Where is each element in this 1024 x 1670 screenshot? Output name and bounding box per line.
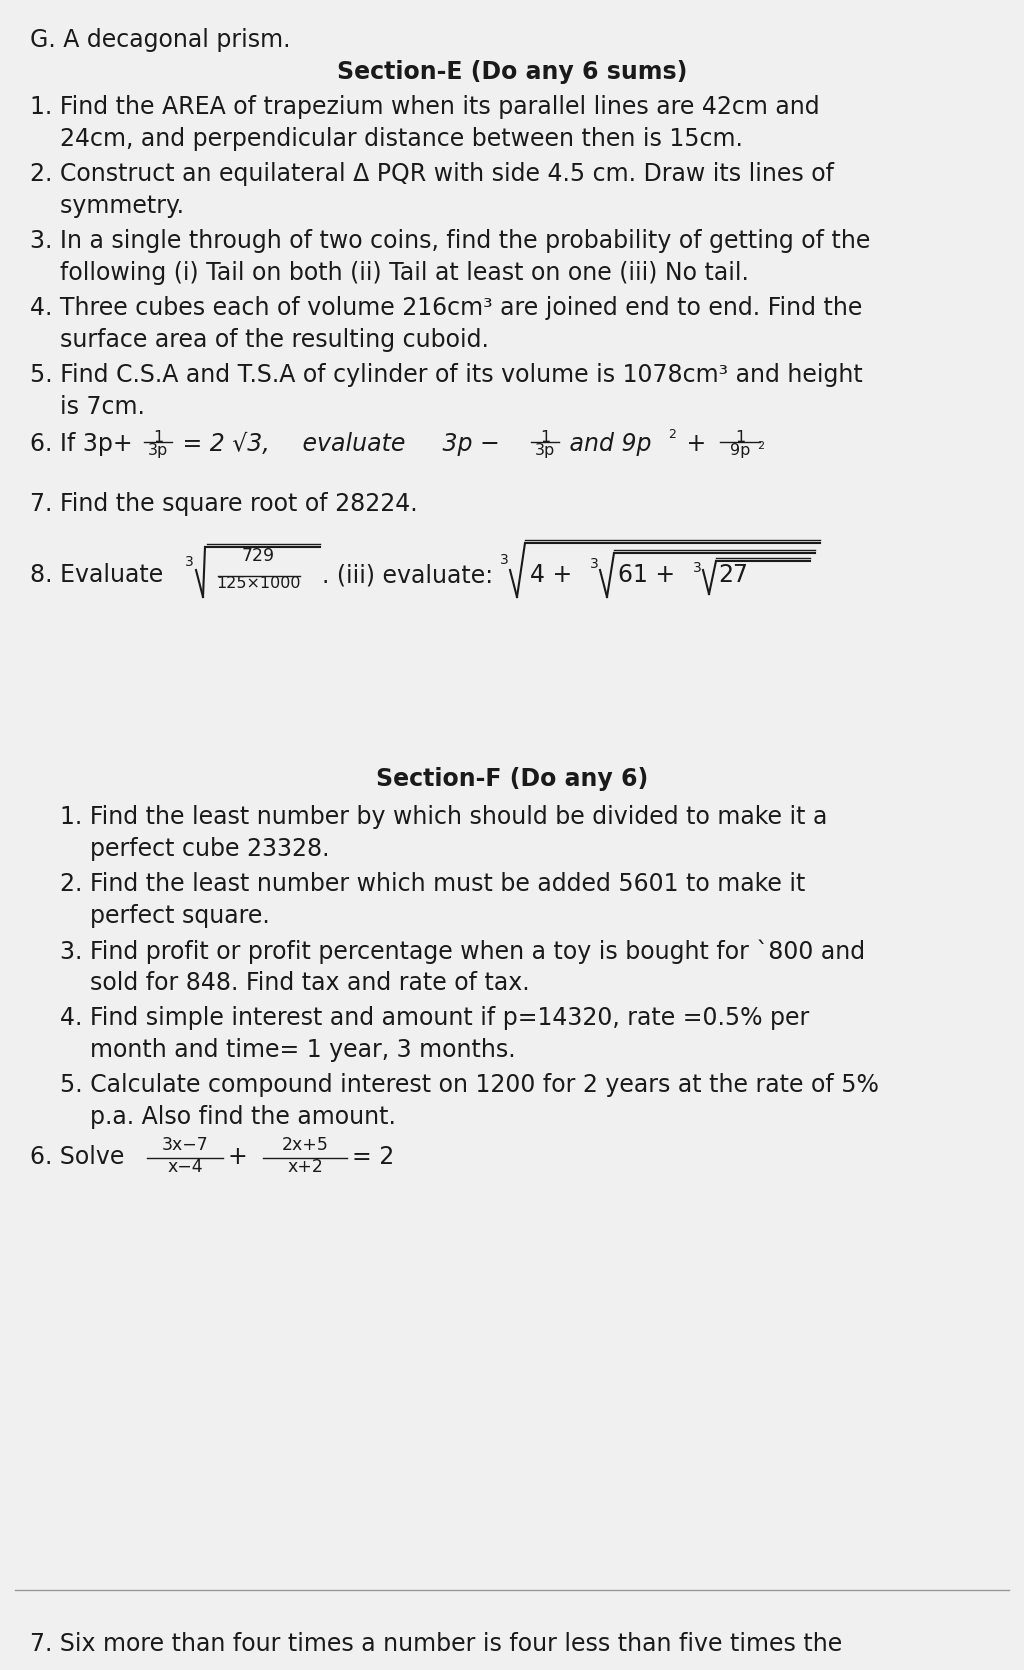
Text: x−4: x−4 bbox=[167, 1157, 203, 1176]
Text: 1: 1 bbox=[153, 429, 163, 444]
Text: 7. Six more than four times a number is four less than five times the: 7. Six more than four times a number is … bbox=[30, 1632, 843, 1657]
Text: 2. Find the least number which must be added 5601 to make it: 2. Find the least number which must be a… bbox=[60, 872, 805, 897]
Text: 3p: 3p bbox=[535, 443, 555, 458]
Text: sold for 848. Find tax and rate of tax.: sold for 848. Find tax and rate of tax. bbox=[60, 970, 529, 995]
Text: 3: 3 bbox=[500, 553, 509, 568]
Text: 3p −: 3p − bbox=[435, 433, 500, 456]
Text: perfect square.: perfect square. bbox=[60, 903, 269, 929]
Text: surface area of the resulting cuboid.: surface area of the resulting cuboid. bbox=[30, 327, 488, 352]
Text: 1: 1 bbox=[540, 429, 550, 444]
Text: G. A decagonal prism.: G. A decagonal prism. bbox=[30, 28, 291, 52]
Text: 1. Find the AREA of trapezium when its parallel lines are 42cm and: 1. Find the AREA of trapezium when its p… bbox=[30, 95, 819, 119]
Text: 5. Calculate compound interest on 1200 for 2 years at the rate of 5%: 5. Calculate compound interest on 1200 f… bbox=[60, 1074, 879, 1097]
Text: 3. Find profit or profit percentage when a toy is bought for `800 and: 3. Find profit or profit percentage when… bbox=[60, 939, 865, 964]
Text: 2: 2 bbox=[757, 441, 764, 451]
Text: evaluate: evaluate bbox=[295, 433, 406, 456]
Text: 7. Find the square root of 28224.: 7. Find the square root of 28224. bbox=[30, 493, 418, 516]
Text: Section-E (Do any 6 sums): Section-E (Do any 6 sums) bbox=[337, 60, 687, 84]
Text: symmetry.: symmetry. bbox=[30, 194, 184, 219]
Text: +: + bbox=[679, 433, 707, 456]
Text: 3x−7: 3x−7 bbox=[162, 1136, 208, 1154]
Text: 6. Solve: 6. Solve bbox=[30, 1146, 124, 1169]
Text: and 9p: and 9p bbox=[562, 433, 651, 456]
Text: 1: 1 bbox=[735, 429, 745, 444]
Text: is 7cm.: is 7cm. bbox=[30, 396, 144, 419]
Text: Section-F (Do any 6): Section-F (Do any 6) bbox=[376, 767, 648, 792]
Text: 729: 729 bbox=[242, 548, 274, 564]
Text: +: + bbox=[228, 1146, 248, 1169]
Text: . (iii) evaluate:: . (iii) evaluate: bbox=[322, 563, 494, 586]
Text: 1. Find the least number by which should be divided to make it a: 1. Find the least number by which should… bbox=[60, 805, 827, 828]
Text: = 2 √3,: = 2 √3, bbox=[175, 433, 269, 456]
Text: 61 +: 61 + bbox=[618, 563, 675, 586]
Text: 3: 3 bbox=[185, 554, 194, 569]
Text: x+2: x+2 bbox=[287, 1157, 323, 1176]
Text: 3p: 3p bbox=[147, 443, 168, 458]
Text: 2x+5: 2x+5 bbox=[282, 1136, 329, 1154]
Text: p.a. Also find the amount.: p.a. Also find the amount. bbox=[60, 1106, 396, 1129]
Text: 5. Find C.S.A and T.S.A of cylinder of its volume is 1078cm³ and height: 5. Find C.S.A and T.S.A of cylinder of i… bbox=[30, 362, 863, 387]
Text: 6. If 3p+: 6. If 3p+ bbox=[30, 433, 133, 456]
Text: following (i) Tail on both (ii) Tail at least on one (iii) No tail.: following (i) Tail on both (ii) Tail at … bbox=[30, 261, 749, 286]
Text: 4 +: 4 + bbox=[530, 563, 572, 586]
Text: 4. Three cubes each of volume 216cm³ are joined end to end. Find the: 4. Three cubes each of volume 216cm³ are… bbox=[30, 296, 862, 321]
Text: 8. Evaluate: 8. Evaluate bbox=[30, 563, 163, 586]
Text: 3: 3 bbox=[590, 558, 599, 571]
Text: 3: 3 bbox=[693, 561, 701, 574]
Text: = 2: = 2 bbox=[352, 1146, 394, 1169]
Text: 125×1000: 125×1000 bbox=[216, 576, 300, 591]
Text: 24cm, and perpendicular distance between then is 15cm.: 24cm, and perpendicular distance between… bbox=[30, 127, 742, 150]
Text: 2: 2 bbox=[668, 428, 676, 441]
Text: 3. In a single through of two coins, find the probability of getting of the: 3. In a single through of two coins, fin… bbox=[30, 229, 870, 252]
Text: 27: 27 bbox=[718, 563, 748, 586]
Text: 2. Construct an equilateral Δ PQR with side 4.5 cm. Draw its lines of: 2. Construct an equilateral Δ PQR with s… bbox=[30, 162, 834, 185]
Text: 4. Find simple interest and amount if p=14320, rate =0.5% per: 4. Find simple interest and amount if p=… bbox=[60, 1005, 809, 1030]
Text: 9p: 9p bbox=[730, 443, 751, 458]
Text: month and time= 1 year, 3 months.: month and time= 1 year, 3 months. bbox=[60, 1039, 516, 1062]
Text: perfect cube 23328.: perfect cube 23328. bbox=[60, 837, 330, 862]
